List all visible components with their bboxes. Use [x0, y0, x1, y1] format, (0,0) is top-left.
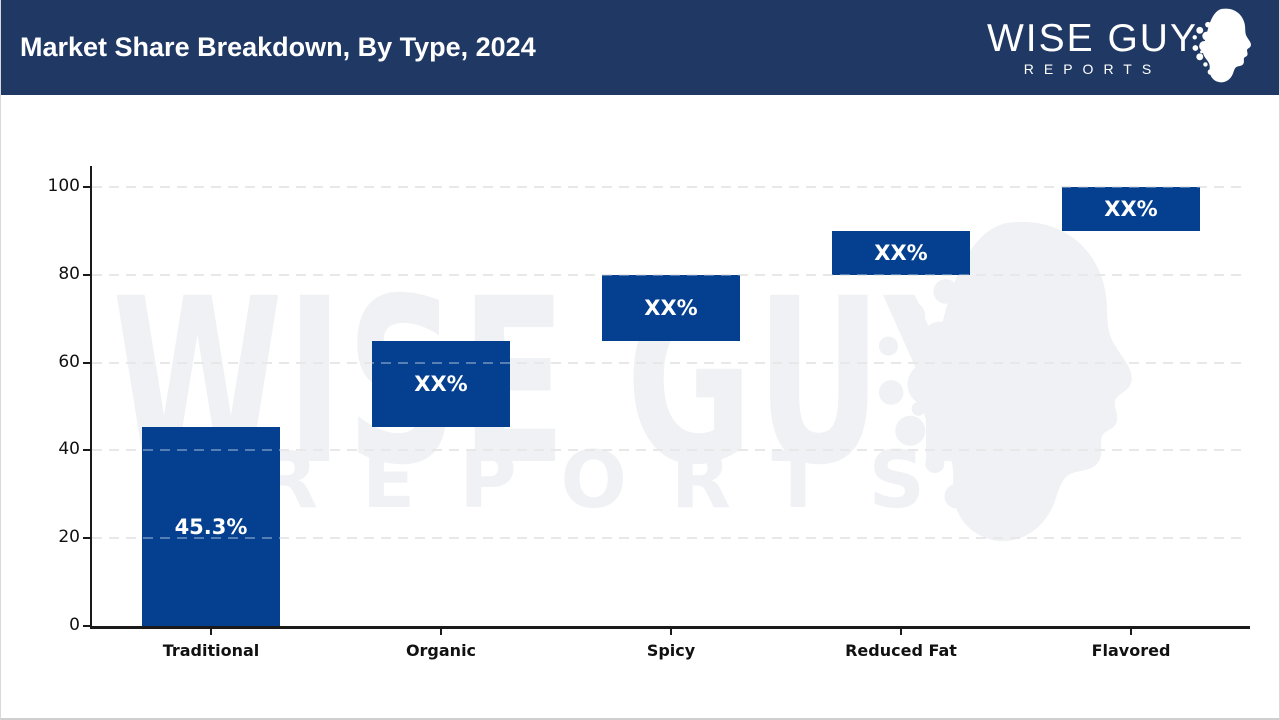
- x-axis-tick-mark: [900, 627, 902, 635]
- bar-organic: XX%: [372, 340, 510, 428]
- x-axis-category-label: Reduced Fat: [845, 641, 957, 660]
- gridline-overlay: [92, 273, 1246, 276]
- bar-reduced-fat: XX%: [832, 230, 970, 275]
- y-axis-tick-mark: [83, 361, 91, 364]
- bar-value-label: XX%: [1104, 196, 1158, 221]
- brand-logo: WISE GUY REPORTS: [987, 6, 1268, 90]
- gridline-overlay: [92, 361, 1246, 364]
- gridline: [92, 186, 1246, 188]
- brand-logo-text: WISE GUY REPORTS: [986, 16, 1198, 78]
- header: Market Share Breakdown, By Type, 2024 WI…: [0, 0, 1280, 95]
- page-title: Market Share Breakdown, By Type, 2024: [20, 32, 536, 62]
- y-axis-tick-mark: [83, 537, 91, 540]
- gridline: [92, 361, 1246, 364]
- gridline-overlay: [92, 449, 1246, 452]
- brand-subname: REPORTS: [1023, 61, 1162, 78]
- gridline-overlay: [92, 186, 1246, 188]
- y-axis-line: [90, 166, 92, 629]
- y-axis-tick-label: 0: [69, 615, 80, 635]
- x-axis-tick-mark: [210, 627, 212, 635]
- bar-traditional: 45.3%: [142, 427, 280, 626]
- y-axis-tick-label: 100: [47, 176, 80, 196]
- gridline: [92, 449, 1246, 452]
- x-axis-category-label: Spicy: [646, 641, 696, 660]
- brand-head-icon: [1192, 8, 1251, 83]
- bar-value-label: XX%: [874, 240, 928, 265]
- bar-flavored: XX%: [1062, 187, 1200, 231]
- y-axis-tick-mark: [83, 625, 91, 627]
- x-axis-tick-mark: [1130, 627, 1132, 635]
- bar-value-label: XX%: [644, 295, 698, 320]
- y-axis-tick-label: 40: [58, 439, 80, 460]
- x-axis-tick-mark: [440, 627, 442, 635]
- x-axis-category-label: Organic: [405, 641, 477, 660]
- y-axis-tick-mark: [83, 186, 91, 188]
- brand-name: WISE GUY: [986, 16, 1198, 60]
- x-axis-tick-mark: [670, 627, 672, 635]
- x-axis-line: [90, 626, 1250, 629]
- gridline: [92, 537, 1246, 540]
- x-axis-category-label: Flavored: [1091, 641, 1171, 660]
- x-axis-category-label: Traditional: [162, 641, 260, 660]
- bar-value-label: 45.3%: [174, 514, 248, 539]
- y-axis-tick-label: 20: [58, 527, 80, 548]
- y-axis-tick-mark: [83, 273, 91, 276]
- y-axis-tick-mark: [83, 449, 91, 452]
- bar-value-label: XX%: [414, 371, 468, 396]
- gridline-overlay: [92, 537, 1246, 540]
- y-axis-tick-label: 80: [58, 263, 80, 284]
- bar-spicy: XX%: [602, 274, 740, 341]
- y-axis-tick-label: 60: [58, 351, 80, 372]
